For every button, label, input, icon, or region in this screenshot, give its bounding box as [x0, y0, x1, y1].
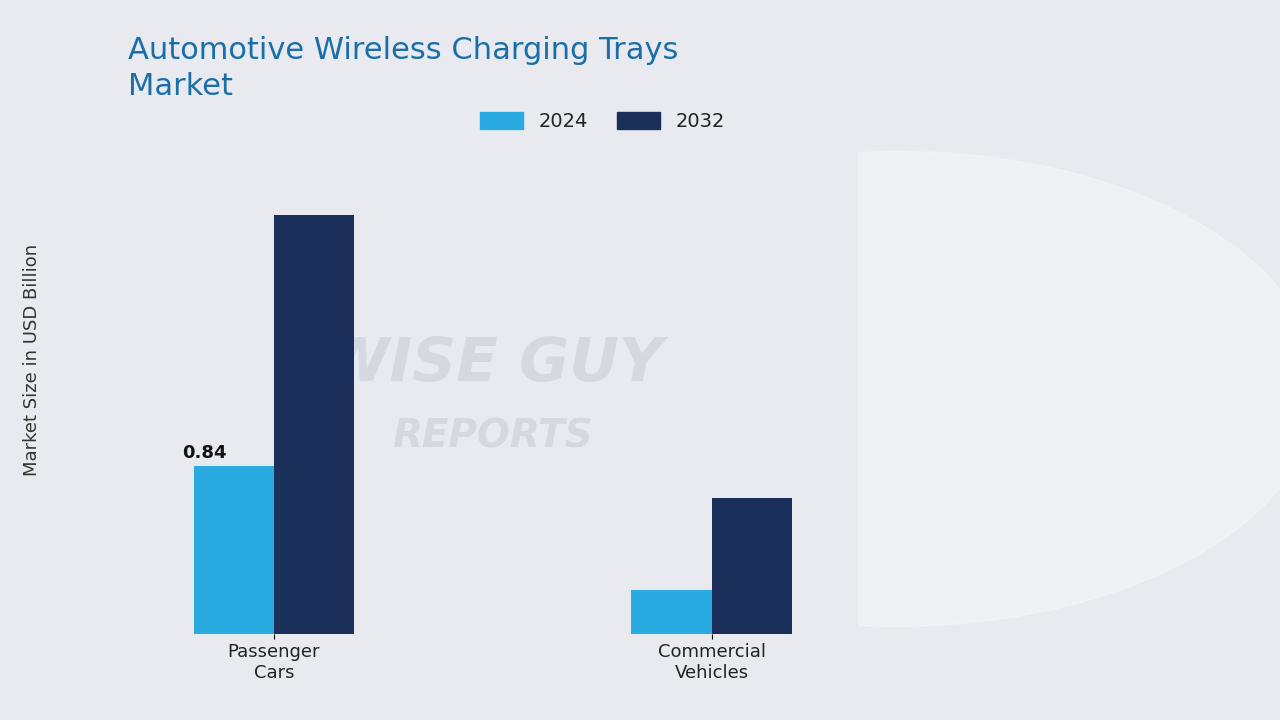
- Text: 0.84: 0.84: [182, 444, 227, 462]
- Bar: [712, 498, 792, 634]
- Bar: [193, 466, 274, 634]
- Legend: 2024, 2032: 2024, 2032: [472, 104, 732, 139]
- Text: WISE GUY: WISE GUY: [323, 335, 663, 394]
- Bar: [631, 590, 712, 634]
- Text: Market Size in USD Billion: Market Size in USD Billion: [23, 244, 41, 476]
- Bar: [274, 215, 355, 634]
- Text: REPORTS: REPORTS: [393, 418, 593, 456]
- Text: Automotive Wireless Charging Trays
Market: Automotive Wireless Charging Trays Marke…: [128, 36, 678, 101]
